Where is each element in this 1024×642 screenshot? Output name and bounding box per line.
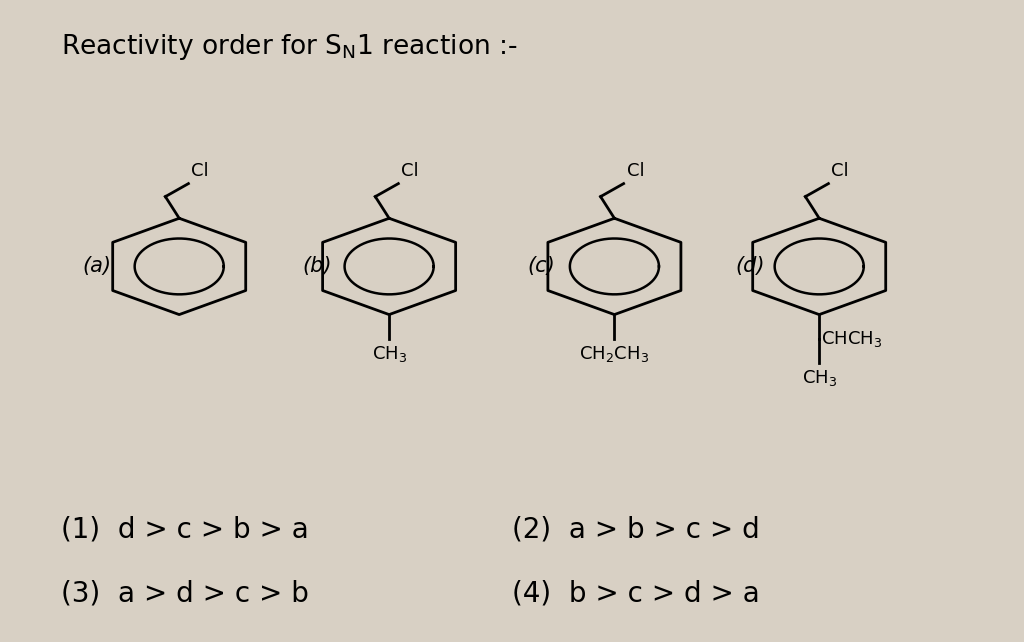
Text: (1)  d > c > b > a: (1) d > c > b > a xyxy=(61,516,309,544)
Text: Reactivity order for S$_{\mathrm{N}}$1 reaction :-: Reactivity order for S$_{\mathrm{N}}$1 r… xyxy=(61,32,518,62)
Text: (d): (d) xyxy=(735,256,765,277)
Text: CHCH$_3$: CHCH$_3$ xyxy=(821,329,883,349)
Text: (3)  a > d > c > b: (3) a > d > c > b xyxy=(61,580,309,608)
Text: Cl: Cl xyxy=(627,162,644,180)
Text: CH$_3$: CH$_3$ xyxy=(372,344,407,364)
Text: CH$_2$CH$_3$: CH$_2$CH$_3$ xyxy=(580,344,649,364)
Text: Cl: Cl xyxy=(191,162,209,180)
Text: Cl: Cl xyxy=(401,162,419,180)
Text: (4)  b > c > d > a: (4) b > c > d > a xyxy=(512,580,760,608)
Text: (c): (c) xyxy=(527,256,555,277)
Text: CH$_3$: CH$_3$ xyxy=(802,368,837,388)
Text: (2)  a > b > c > d: (2) a > b > c > d xyxy=(512,516,760,544)
Text: (a): (a) xyxy=(82,256,111,277)
Text: Cl: Cl xyxy=(831,162,849,180)
Text: (b): (b) xyxy=(302,256,332,277)
